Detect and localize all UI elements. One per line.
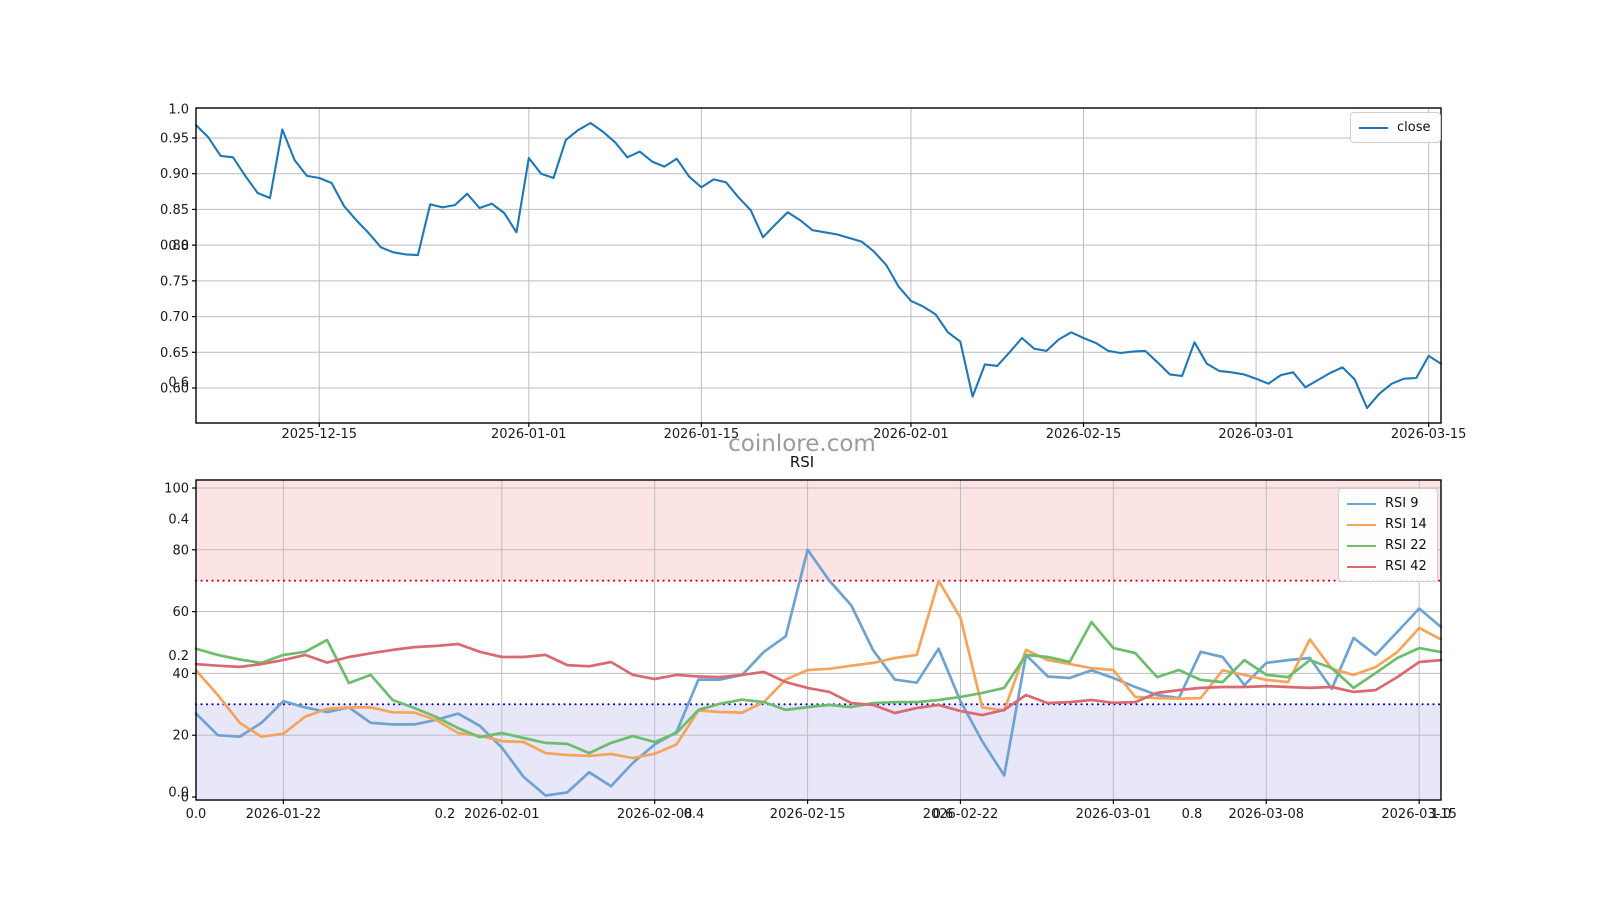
rsi-xtick-label: 2026-02-01: [464, 807, 540, 822]
overlay-xtick-label: 0.4: [684, 807, 705, 822]
price-frame: [195, 107, 1442, 424]
overlay-ytick-label: 1.0: [168, 103, 189, 118]
rsi-xtick-label: 2026-03-01: [1076, 807, 1152, 822]
rsi-ytick-label: 0: [181, 791, 189, 806]
overlay-xtick-label: 0.2: [435, 807, 456, 822]
rsi-xtick-label: 2026-03-15: [1381, 807, 1457, 822]
rsi22-line-sample: [1347, 544, 1376, 547]
legend-label-rsi22: RSI 22: [1385, 538, 1427, 553]
rsi-xtick-label: 2026-02-15: [770, 807, 846, 822]
rsi14-line-sample: [1347, 523, 1376, 526]
rsi-frame: [195, 479, 1442, 801]
rsi9-line-sample: [1347, 502, 1376, 505]
overlay-xtick-label: 0.8: [1182, 807, 1203, 822]
legend-item-rsi42: RSI 42: [1347, 556, 1427, 577]
price-xtick-label: 2026-03-01: [1218, 427, 1294, 442]
rsi-xtick-label: 2026-01-22: [246, 807, 322, 822]
legend-item-close: close: [1359, 117, 1430, 138]
price-ytick-label: 0.90: [160, 167, 189, 182]
price-legend: close: [1350, 112, 1442, 143]
price-ytick-label: 0.70: [160, 310, 189, 325]
close-line: [194, 121, 1443, 410]
overlay-ytick-label: 0.4: [168, 512, 189, 527]
legend-label-rsi14: RSI 14: [1385, 517, 1427, 532]
price-xtick-label: 2025-12-15: [281, 427, 357, 442]
price-ytick-label: 0.75: [160, 274, 189, 289]
rsi-ytick-label: 40: [172, 667, 189, 682]
rsi-ytick-label: 100: [164, 482, 189, 497]
price-xtick-label: 2026-01-15: [664, 427, 740, 442]
rsi-ytick-label: 20: [172, 729, 189, 744]
price-ytick-label: 0.60: [160, 382, 189, 397]
rsi-rsi-22-line: [194, 620, 1443, 755]
overlay-xtick-label: 0.0: [186, 807, 207, 822]
rsi-legend: RSI 9 RSI 14 RSI 22 RSI 42: [1338, 488, 1438, 582]
legend-item-rsi9: RSI 9: [1347, 493, 1427, 514]
watermark: coinlore.com: [728, 431, 876, 457]
legend-label-rsi9: RSI 9: [1385, 496, 1419, 511]
price-ytick-label: 0.95: [160, 132, 189, 147]
legend-label-close: close: [1397, 120, 1431, 135]
oversold-band: [196, 704, 1441, 800]
price-xtick-label: 2026-01-01: [491, 427, 567, 442]
overlay-xtick-label: 0.6: [933, 807, 954, 822]
price-ytick-label: 0.80: [160, 239, 189, 254]
rsi-panel-title: RSI: [789, 453, 815, 471]
price-ytick-label: 0.65: [160, 346, 189, 361]
legend-item-rsi14: RSI 14: [1347, 514, 1427, 535]
close-line-sample: [1359, 126, 1388, 129]
overlay-ytick-label: 0.0: [168, 786, 189, 801]
overlay-ytick-label: 0.2: [168, 649, 189, 664]
rsi42-line-sample: [1347, 565, 1376, 568]
overlay-xtick-label: 1.0: [1431, 807, 1452, 822]
price-ytick-label: 0.85: [160, 203, 189, 218]
overlay-ytick-label: 0.8: [168, 239, 189, 254]
rsi-xtick-label: 2026-03-08: [1228, 807, 1304, 822]
price-xtick-label: 2026-03-15: [1391, 427, 1467, 442]
price-xtick-label: 2026-02-01: [873, 427, 949, 442]
price-xtick-label: 2026-02-15: [1046, 427, 1122, 442]
legend-label-rsi42: RSI 42: [1385, 559, 1427, 574]
rsi-ytick-label: 60: [172, 605, 189, 620]
rsi-ytick-label: 80: [172, 543, 189, 558]
rsi-xtick-label: 2026-02-08: [617, 807, 693, 822]
rsi-rsi-42-line: [194, 642, 1443, 717]
legend-item-rsi22: RSI 22: [1347, 535, 1427, 556]
overlay-ytick-label: 0.6: [168, 376, 189, 391]
rsi-xtick-label: 2026-02-22: [923, 807, 999, 822]
